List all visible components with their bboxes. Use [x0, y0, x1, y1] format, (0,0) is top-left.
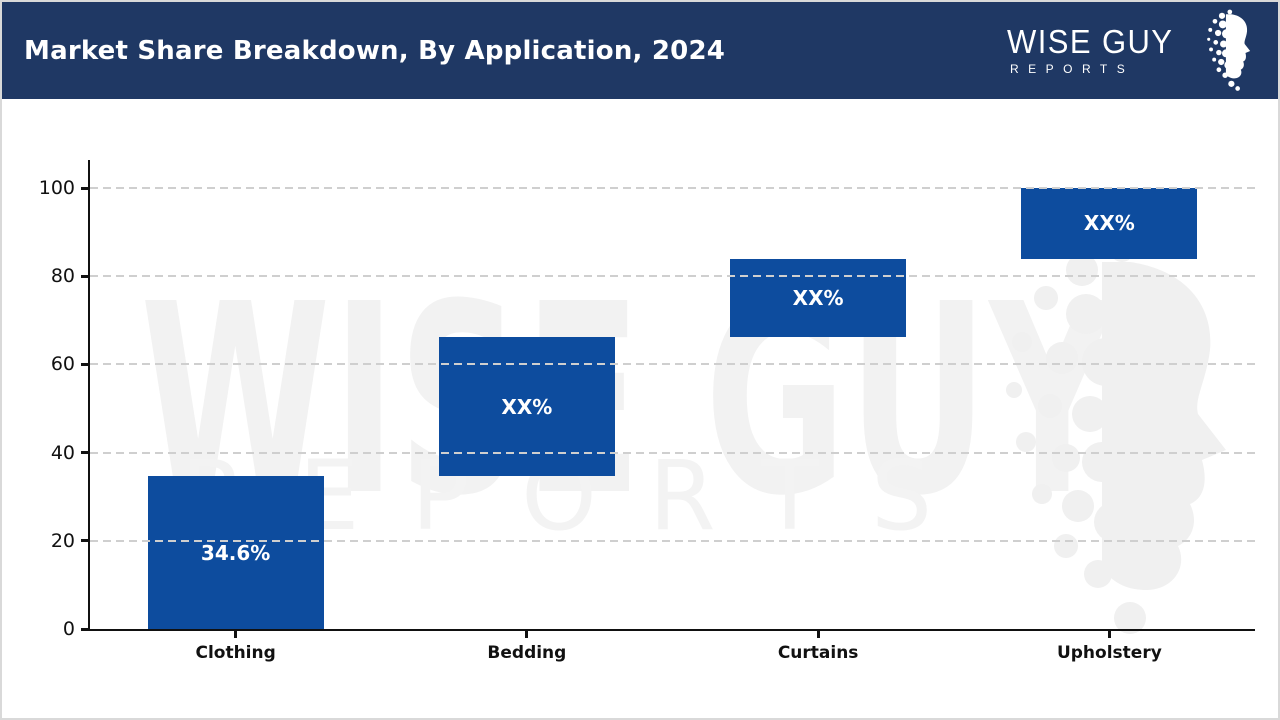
x-axis-line	[88, 629, 1255, 631]
x-tick-mark	[525, 629, 529, 638]
x-axis-category-label: Bedding	[487, 643, 567, 663]
header: Market Share Breakdown, By Application, …	[2, 2, 1278, 99]
bar-value-label: XX%	[1083, 211, 1135, 236]
wise-guy-logo: WISE GUY REPORTS	[1007, 8, 1264, 94]
chart-title: Market Share Breakdown, By Application, …	[24, 35, 726, 66]
y-axis-line	[88, 160, 90, 631]
bar-value-label: XX%	[501, 394, 553, 419]
x-tick-mark	[1107, 629, 1111, 638]
y-axis-tick-label: 60	[50, 353, 75, 376]
y-axis-tick-label: 100	[38, 177, 75, 199]
y-tick-mark	[81, 627, 90, 631]
x-tick-mark	[816, 629, 820, 638]
y-tick-mark	[81, 362, 90, 366]
y-tick-mark	[81, 274, 90, 278]
logo-head-icon	[1207, 9, 1251, 91]
waterfall-bar: 34.6%	[147, 476, 324, 629]
logo-wordmark: WISE GUY	[1006, 23, 1174, 60]
y-axis-tick-label: 0	[62, 618, 75, 640]
bar-value-label: 34.6%	[200, 540, 271, 565]
y-axis-tick-label: 40	[50, 441, 75, 464]
y-tick-mark	[81, 186, 90, 190]
y-axis-tick-label: 80	[50, 265, 75, 288]
h-gridline	[90, 539, 1255, 542]
y-axis-tick-label: 20	[50, 529, 75, 552]
h-gridline	[90, 275, 1255, 278]
y-tick-mark	[81, 539, 90, 543]
watermark-head-icon	[1006, 238, 1226, 634]
x-axis-category-label: Upholstery	[1056, 643, 1162, 663]
h-gridline	[90, 187, 1255, 189]
logo-subtitle: REPORTS	[1009, 62, 1135, 76]
x-axis-category-label: Curtains	[777, 643, 859, 663]
bar-value-label: XX%	[792, 286, 844, 311]
h-gridline	[90, 451, 1255, 454]
h-gridline	[90, 363, 1255, 366]
waterfall-bar: XX%	[1021, 188, 1198, 259]
waterfall-bar: XX%	[730, 258, 907, 338]
x-tick-mark	[234, 629, 238, 638]
waterfall-bar: XX%	[438, 337, 615, 477]
y-tick-mark	[81, 451, 90, 455]
x-axis-category-label: Clothing	[195, 643, 276, 663]
